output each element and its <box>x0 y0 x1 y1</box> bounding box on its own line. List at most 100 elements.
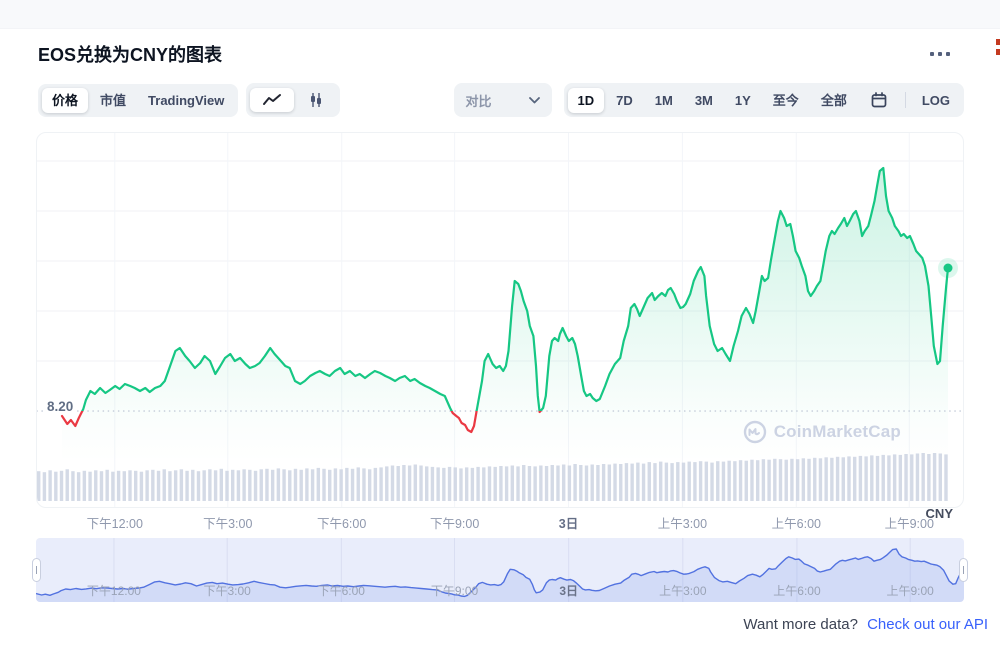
volume-bar <box>784 459 788 501</box>
volume-bar <box>915 453 920 501</box>
volume-bar <box>430 466 435 501</box>
range-3m[interactable]: 3M <box>685 88 723 113</box>
volume-bar <box>687 461 691 501</box>
volume-bar <box>54 471 58 501</box>
navigator-axis-label: 上午3:00 <box>659 584 707 598</box>
volume-bar <box>71 471 75 501</box>
volume-bar <box>510 465 515 501</box>
baseline-price-label: 8.20 <box>44 399 77 414</box>
volume-bar <box>42 472 47 501</box>
volume-bar <box>134 470 138 501</box>
volume-bar <box>185 470 189 501</box>
volume-bar <box>413 464 418 501</box>
volume-bar <box>619 464 623 501</box>
volume-bar <box>94 470 98 501</box>
candlestick-chart-type-button[interactable] <box>296 87 336 113</box>
volume-bar <box>870 455 874 501</box>
volume-bar <box>579 465 583 501</box>
volume-bar <box>367 469 372 501</box>
api-link[interactable]: Check out our API <box>867 616 988 633</box>
volume-bar <box>173 470 178 501</box>
volume-bar <box>213 470 218 501</box>
range-1y[interactable]: 1Y <box>725 88 761 113</box>
x-axis-label: 上午9:00 <box>884 517 934 531</box>
x-axis-label: 下午12:00 <box>86 517 143 531</box>
price-chart-card: 8.20 CoinMarketCap <box>36 132 964 508</box>
volume-bar <box>892 454 897 501</box>
volume-bar <box>801 458 806 501</box>
volume-bar <box>151 469 155 501</box>
volume-bar <box>196 471 201 501</box>
range-1m[interactable]: 1M <box>645 88 683 113</box>
volume-bar <box>305 468 309 501</box>
volume-bar <box>573 464 577 501</box>
volume-bar <box>522 465 526 501</box>
dot-icon <box>946 52 950 56</box>
range-7d[interactable]: 7D <box>606 88 643 113</box>
line-chart-type-button[interactable] <box>250 88 295 112</box>
volume-bar <box>601 464 606 501</box>
volume-bar <box>396 466 400 501</box>
price-chart-svg[interactable] <box>37 133 963 507</box>
volume-bar <box>813 457 817 501</box>
volume-bar <box>824 457 828 501</box>
log-scale-button[interactable]: LOG <box>912 88 960 113</box>
volume-bar <box>590 464 594 501</box>
volume-bar <box>88 471 92 501</box>
range-ytd[interactable]: 至今 <box>763 88 809 113</box>
volume-bar <box>362 468 366 501</box>
navigator-area-fill <box>36 549 964 602</box>
page-top-strip <box>0 0 1000 29</box>
volume-bar <box>379 467 383 501</box>
volume-bar <box>145 470 149 501</box>
volume-bar <box>476 466 480 501</box>
volume-bar <box>453 467 457 501</box>
calendar-button[interactable] <box>859 87 899 113</box>
volume-bar <box>761 459 766 501</box>
range-1d[interactable]: 1D <box>567 87 605 113</box>
chart-navigator[interactable]: 下午12:00 下午3:00 下午6:00 下午9:00 3日 上午3:00 上午6:00 上… <box>32 538 968 602</box>
volume-bar <box>927 454 931 501</box>
tab-tradingview[interactable]: TradingView <box>138 88 234 113</box>
tab-market-cap[interactable]: 市值 <box>90 88 136 113</box>
volume-bar <box>48 470 52 501</box>
volume-bar <box>596 465 600 501</box>
compare-dropdown[interactable]: 对比 <box>453 83 552 117</box>
volume-bar <box>111 471 115 501</box>
navigator-axis-label: 上午6:00 <box>773 584 821 598</box>
volume-bar <box>402 465 406 501</box>
volume-bar <box>852 456 857 501</box>
navigator-left-handle[interactable] <box>32 558 41 582</box>
volume-bar <box>767 459 771 501</box>
x-axis-label: 上午6:00 <box>771 517 821 531</box>
volume-bar <box>425 466 429 501</box>
volume-bar <box>345 467 349 501</box>
volume-bar <box>835 456 840 501</box>
volume-bar <box>681 462 686 501</box>
volume-bar <box>310 469 315 501</box>
volume-bar <box>407 465 412 501</box>
volume-bar <box>493 466 497 501</box>
volume-bar <box>265 468 269 501</box>
volume-bar <box>270 469 275 501</box>
volume-bar <box>881 454 885 501</box>
volume-bar <box>225 470 229 501</box>
navigator-chart-svg[interactable] <box>36 538 964 602</box>
price-area-fill <box>62 168 948 463</box>
range-all[interactable]: 全部 <box>811 88 857 113</box>
volume-bar <box>168 471 172 501</box>
candlestick-icon <box>311 93 322 107</box>
navigator-line <box>36 548 964 598</box>
volume-bar <box>887 455 891 501</box>
navigator-right-handle[interactable] <box>959 558 968 582</box>
volume-bar <box>442 467 446 501</box>
volume-bar <box>938 453 942 501</box>
volume-bar <box>567 465 572 501</box>
volume-bar <box>556 465 560 501</box>
navigator-axis-label: 下午6:00 <box>317 584 365 598</box>
volume-bar <box>944 454 948 501</box>
tab-price[interactable]: 价格 <box>42 87 89 113</box>
more-options-button[interactable] <box>924 46 956 62</box>
volume-bar <box>550 465 554 501</box>
volume-bar <box>544 466 549 501</box>
